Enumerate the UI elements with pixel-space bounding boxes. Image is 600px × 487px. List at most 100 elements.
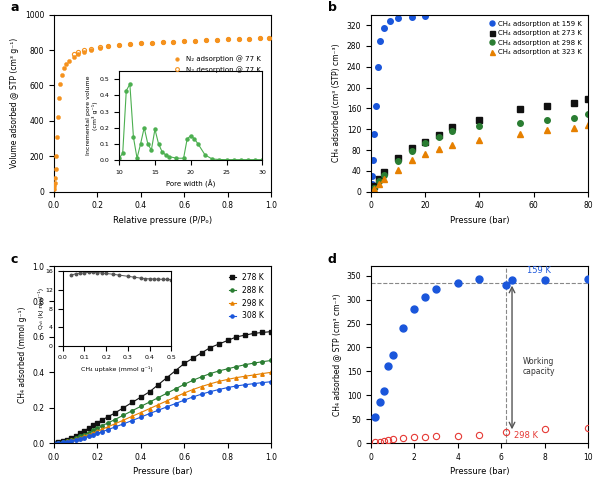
298 K [181,390,188,396]
CH₄ adsorption at 159 K [368,173,376,179]
298 K [215,378,223,384]
CH₄ adsorption at 273 K [381,169,388,175]
N₂ adsorption @ 77 K [224,37,231,42]
N₂ desorption @ 77 K [70,51,77,56]
N₂ adsorption @ 77 K [60,65,67,71]
CH₄ adsorption at 298 K [571,115,578,121]
278 K [163,375,170,380]
308 K [198,391,205,397]
Line: CH₄ adsorption at 159 K: CH₄ adsorption at 159 K [368,13,428,192]
N₂ desorption @ 77 K [96,44,103,50]
N₂ adsorption @ 77 K [51,180,58,186]
CH₄ adsorption at 273 K [544,103,551,109]
N₂ desorption @ 77 K [224,37,231,42]
Text: 159 K: 159 K [527,266,551,275]
308 K [233,383,240,389]
Text: 298 K: 298 K [514,431,538,440]
278 K [98,417,106,423]
CH₄ adsorption at 323 K [517,131,524,137]
N₂ adsorption @ 77 K [191,38,199,44]
CH₄ adsorption at 323 K [571,125,578,131]
CH₄ adsorption at 298 K [584,111,592,116]
CH₄ adsorption at 273 K [376,176,383,182]
N₂ desorption @ 77 K [265,35,272,41]
CH₄ adsorption at 273 K [449,124,456,130]
288 K [64,438,71,444]
CH₄ adsorption at 323 K [408,157,415,163]
298 K [72,436,79,442]
CH₄ adsorption at 273 K [394,155,401,161]
CH₄ adsorption at 298 K [544,117,551,123]
278 K [111,410,118,416]
Line: N₂ adsorption @ 77 K: N₂ adsorption @ 77 K [52,36,271,190]
N₂ desorption @ 77 K [181,38,188,44]
N₂ adsorption @ 77 K [53,153,60,159]
N₂ adsorption @ 77 K [62,61,70,67]
308 K [111,424,118,430]
CH₄ adsorption at 298 K [370,185,377,191]
CH₄ adsorption at 159 K [372,103,379,109]
Line: CH₄ adsorption at 273 K: CH₄ adsorption at 273 K [371,96,591,189]
Text: b: b [328,1,337,14]
Legend: N₂ adsorption @ 77 K, N₂ desorption @ 77 K: N₂ adsorption @ 77 K, N₂ desorption @ 77… [170,53,263,75]
N₂ desorption @ 77 K [159,39,166,45]
N₂ adsorption @ 77 K [127,41,134,47]
288 K [111,417,118,423]
298 K [241,374,248,379]
Legend: CH₄ adsorption at 159 K, CH₄ adsorption at 273 K, CH₄ adsorption at 298 K, CH₄ a: CH₄ adsorption at 159 K, CH₄ adsorption … [487,18,584,58]
X-axis label: Pressure (bar): Pressure (bar) [450,468,509,476]
CH₄ adsorption at 273 K [517,107,524,112]
298 K [50,440,58,446]
N₂ adsorption @ 77 K [74,52,82,57]
288 K [155,395,162,401]
278 K [190,355,197,361]
278 K [68,435,75,441]
Legend: 278 K, 288 K, 298 K, 308 K: 278 K, 288 K, 298 K, 308 K [226,270,267,323]
278 K [50,440,58,446]
N₂ desorption @ 77 K [191,38,199,44]
N₂ adsorption @ 77 K [181,38,188,44]
288 K [128,408,136,413]
N₂ adsorption @ 77 K [81,49,88,55]
308 K [89,432,97,438]
288 K [59,439,66,445]
CH₄ adsorption at 273 K [408,146,415,151]
308 K [85,433,92,439]
N₂ desorption @ 77 K [148,39,155,45]
308 K [98,429,106,435]
288 K [76,433,83,439]
N₂ desorption @ 77 K [137,40,145,46]
298 K [163,398,170,404]
298 K [137,410,145,415]
308 K [104,427,112,432]
Text: c: c [11,253,18,265]
308 K [55,440,62,446]
308 K [50,440,58,446]
308 K [94,431,101,436]
CH₄ adsorption at 159 K [408,14,415,19]
298 K [155,402,162,408]
278 K [268,329,275,335]
278 K [224,337,231,343]
308 K [224,385,231,391]
288 K [68,437,75,443]
308 K [128,417,136,423]
298 K [206,381,214,387]
288 K [190,377,197,383]
298 K [64,438,71,444]
288 K [172,386,179,392]
CH₄ adsorption at 298 K [435,134,442,140]
288 K [259,359,266,365]
288 K [146,399,153,405]
298 K [55,440,62,446]
CH₄ adsorption at 159 K [381,25,388,31]
288 K [224,366,231,372]
N₂ desorption @ 77 K [235,36,242,42]
278 K [241,332,248,338]
278 K [250,331,257,337]
308 K [68,438,75,444]
288 K [81,432,88,438]
288 K [89,428,97,433]
CH₄ adsorption at 323 K [449,142,456,148]
CH₄ adsorption at 298 K [517,120,524,126]
